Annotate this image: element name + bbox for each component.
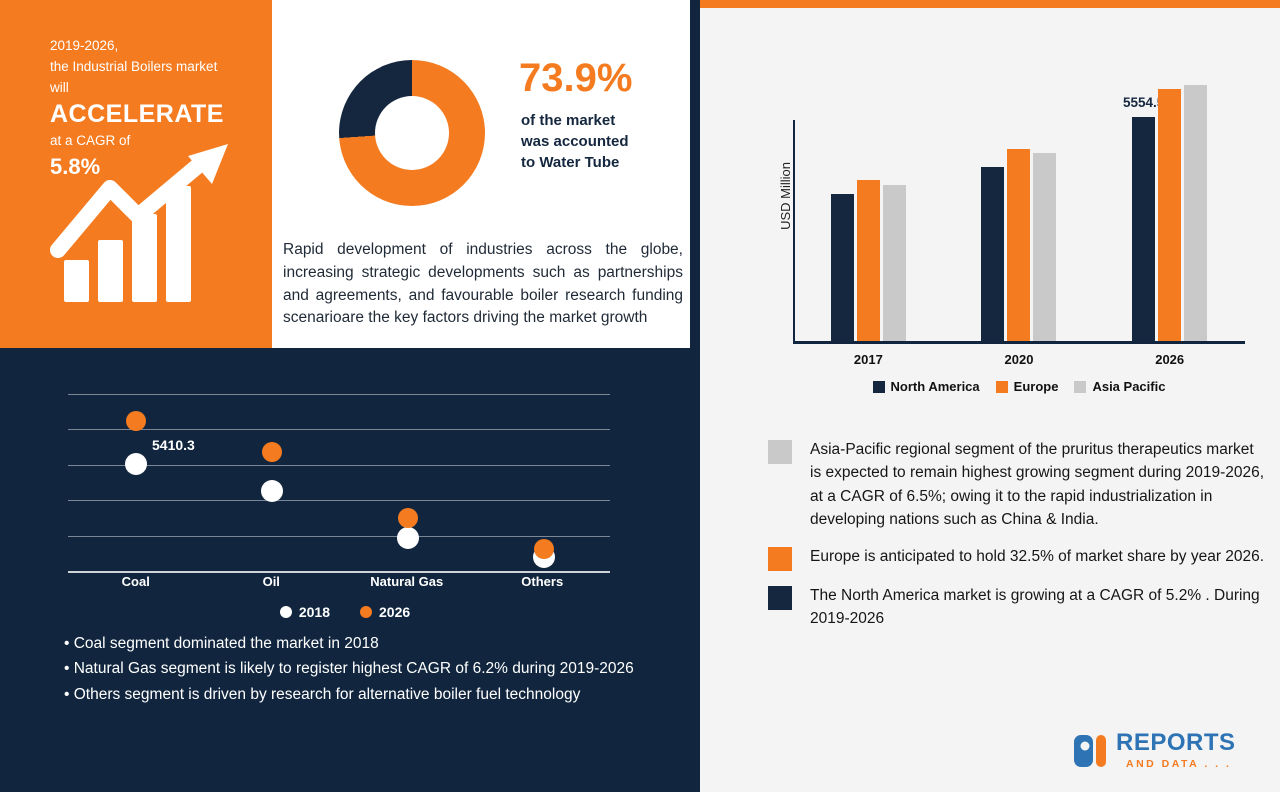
gridline — [68, 571, 610, 573]
fuel-dot-plot: 5410.3 — [68, 394, 610, 573]
north-america-bullet-text: The North America market is growing at a… — [810, 587, 1260, 628]
region-bullet-north-america: The North America market is growing at a… — [768, 584, 1268, 631]
bar-europe-2026 — [1158, 89, 1182, 341]
logo-icon — [1074, 734, 1106, 767]
category-oil: Oil — [262, 574, 280, 589]
intro-years: 2019-2026, — [50, 38, 119, 53]
asia-pacific-bullet-text: Asia-Pacific regional segment of the pru… — [810, 441, 1265, 528]
asia-pacific-bullet-square — [768, 440, 792, 464]
region-panel: USD Million 5554.5 2017 2020 2026 North … — [700, 0, 1280, 792]
region-bar-chart: 5554.5 — [793, 82, 1245, 344]
legend-label-north-america: North America — [890, 379, 980, 394]
panel-divider — [690, 0, 700, 792]
growth-arrow-icon — [50, 144, 228, 302]
bar-europe-2020 — [1007, 148, 1031, 341]
bar-asia-pacific-2020 — [1033, 152, 1057, 341]
reports-and-data-logo: REPORTS AND DATA . . . — [1072, 731, 1236, 770]
gridline — [68, 500, 610, 501]
legend-dot-2026 — [360, 606, 372, 618]
dot-2018-natural-gas — [397, 526, 419, 549]
category-coal: Coal — [121, 574, 150, 589]
top-accent-strip — [700, 0, 1280, 8]
bar-chart-x-axis: 2017 2020 2026 — [793, 352, 1245, 367]
legend-item-asia-pacific: Asia Pacific — [1074, 379, 1165, 394]
fuel-chart-bullets: Coal segment dominated the market in 201… — [64, 632, 644, 708]
accelerate-headline: ACCELERATE — [50, 99, 224, 128]
bar-asia-pacific-2026 — [1184, 85, 1208, 341]
logo-dots: . . . — [1204, 758, 1232, 770]
dot-2026-oil — [262, 441, 282, 462]
legend-square-europe — [995, 380, 1008, 393]
intro-panel: 2019-2026, the Industrial Boilers market… — [0, 0, 272, 348]
logo-title: REPORTS — [1116, 729, 1236, 756]
north-america-bullet-square — [768, 586, 792, 610]
bar-north-america-2026: 5554.5 — [1123, 95, 1164, 341]
region-bullet-europe: Europe is anticipated to hold 32.5% of m… — [768, 545, 1268, 571]
region-bullet-asia-pacific: Asia-Pacific regional segment of the pru… — [768, 438, 1268, 531]
legend-dot-2018 — [279, 606, 292, 618]
cagr-value: 5.8% — [50, 153, 101, 179]
legend-square-north-america — [872, 380, 885, 393]
intro-market: the Industrial Boilers market — [50, 58, 218, 74]
bar-value-label: 5554.5 — [1122, 95, 1165, 111]
gridline — [68, 465, 610, 466]
europe-bullet-text: Europe is anticipated to hold 32.5% of m… — [810, 548, 1265, 565]
logo-text: REPORTS AND DATA . . . — [1116, 729, 1236, 771]
tick-2017: 2017 — [853, 352, 883, 367]
bar-group-2017 — [830, 82, 906, 341]
gridline — [68, 394, 610, 395]
bullet-natural-gas: Natural Gas segment is likely to registe… — [64, 657, 644, 680]
legend-label-2018: 2018 — [298, 604, 330, 620]
water-tube-percent: 73.9% — [519, 56, 633, 100]
bar-chart-ylabel: USD Million — [778, 162, 793, 230]
legend-label-2026: 2026 — [379, 604, 411, 620]
cagr-label: at a CAGR of — [50, 132, 131, 148]
bar-north-america-2020 — [981, 166, 1005, 341]
tick-2026: 2026 — [1155, 352, 1185, 367]
bar-chart-y-axis — [793, 120, 795, 344]
legend-square-asia-pacific — [1074, 380, 1087, 393]
logo-subtitle-text: AND DATA — [1126, 758, 1199, 770]
bullet-others: Others segment is driven by research for… — [64, 683, 644, 706]
bullet-coal: Coal segment dominated the market in 201… — [64, 632, 644, 655]
dot-2026-others — [534, 538, 554, 559]
market-drivers-paragraph: Rapid development of industries across t… — [283, 241, 683, 327]
dot-2018-coal — [125, 453, 147, 476]
bar-europe-2017 — [856, 179, 880, 341]
bar-group-2026: 5554.5 — [1123, 82, 1208, 341]
legend-label-asia-pacific: Asia Pacific — [1092, 379, 1166, 394]
gridline — [68, 536, 610, 537]
legend-item-north-america: North America — [872, 379, 980, 394]
fuel-category-axis: Coal Oil Natural Gas Others — [68, 574, 610, 589]
bar-group-2020 — [981, 82, 1057, 341]
legend-item-2026: 2026 — [360, 604, 410, 620]
dot-2026-natural-gas — [398, 507, 418, 528]
region-chart-legend: North America Europe Asia Pacific — [793, 379, 1245, 394]
intro-text: 2019-2026, the Industrial Boilers market… — [50, 36, 265, 180]
legend-item-europe: Europe — [995, 379, 1059, 394]
dot-2018-oil — [261, 480, 283, 503]
bar-north-america-2017 — [830, 193, 854, 341]
fuel-chart-panel: 5410.3 Coal Oil Natural Gas Others 2018 … — [0, 348, 690, 792]
tick-2020: 2020 — [1004, 352, 1034, 367]
donut-chart — [339, 60, 485, 206]
water-tube-caption: of the market was accounted to Water Tub… — [521, 112, 629, 171]
category-others: Others — [521, 574, 564, 589]
intro-will: will — [50, 79, 69, 95]
dot-value-label: 5410.3 — [152, 437, 195, 454]
gridline — [68, 429, 610, 430]
category-natural-gas: Natural Gas — [370, 574, 444, 589]
logo-subtitle: AND DATA . . . — [1126, 758, 1236, 770]
fuel-chart-legend: 2018 2026 — [0, 604, 690, 620]
dot-2026-coal — [126, 410, 146, 431]
bar-asia-pacific-2017 — [882, 184, 906, 341]
donut-hole — [375, 96, 449, 170]
legend-label-europe: Europe — [1013, 379, 1059, 394]
europe-bullet-square — [768, 547, 792, 571]
legend-item-2018: 2018 — [279, 604, 330, 620]
